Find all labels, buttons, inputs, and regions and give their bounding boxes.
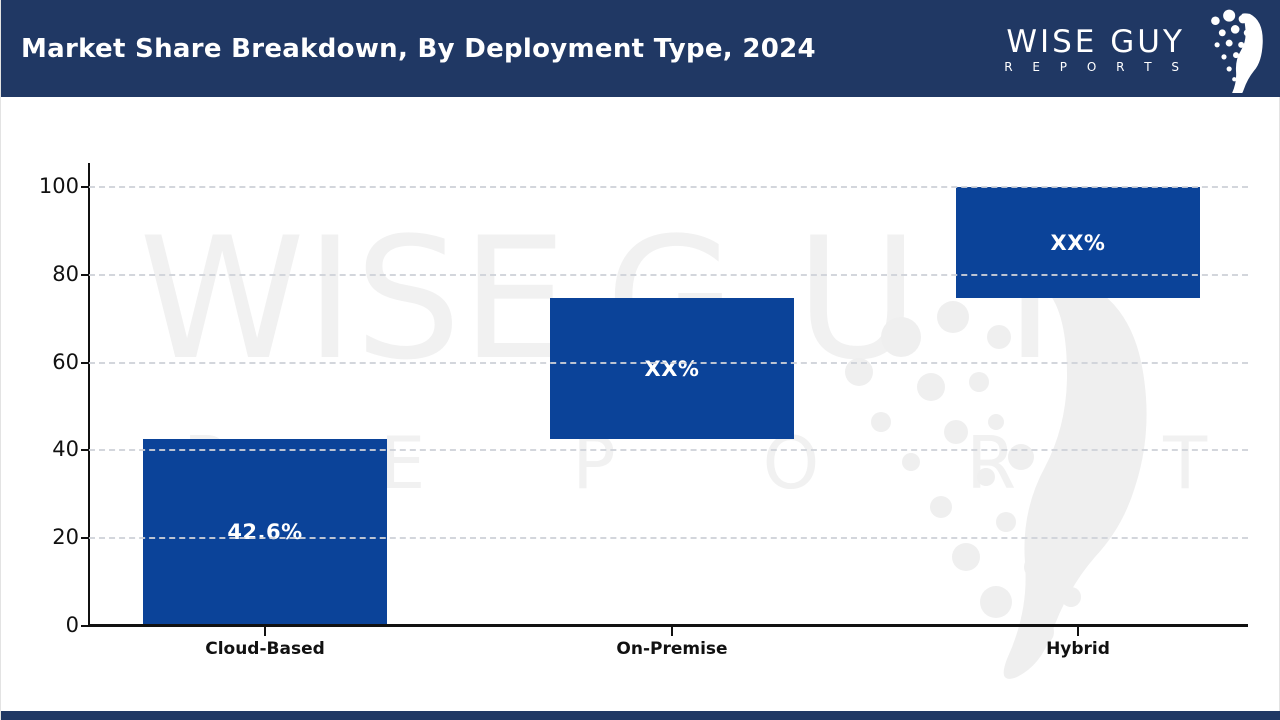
bar-value-label: XX% xyxy=(644,356,700,381)
y-tick-label-20: 20 xyxy=(52,525,79,550)
x-tick-hybrid xyxy=(1077,627,1079,636)
y-tick-label-80: 80 xyxy=(52,261,79,286)
gridline-100 xyxy=(89,186,1248,188)
y-tick-80 xyxy=(81,273,89,276)
logo-wordmark: WISE GUY xyxy=(1006,23,1185,60)
header-bar: Market Share Breakdown, By Deployment Ty… xyxy=(1,0,1280,97)
bar-hybrid: XX% xyxy=(956,187,1200,299)
chart-title: Market Share Breakdown, By Deployment Ty… xyxy=(21,33,816,64)
wiseguy-head-icon xyxy=(1211,9,1263,93)
y-tick-label-60: 60 xyxy=(52,349,79,374)
wiseguy-logo: WISE GUY R E P O R T S xyxy=(1004,6,1267,94)
x-axis-line xyxy=(88,624,1248,627)
y-tick-20 xyxy=(81,537,89,540)
y-tick-100 xyxy=(81,186,89,188)
logo-reports-text: R E P O R T S xyxy=(1004,60,1187,75)
bar-cloud-based: 42.6% xyxy=(143,438,387,626)
x-tick-on-premise xyxy=(671,627,673,636)
gridline-60 xyxy=(89,361,1248,364)
footer-bar xyxy=(1,711,1280,720)
bar-value-label: 42.6% xyxy=(227,520,303,545)
y-tick-60 xyxy=(81,361,89,364)
wiseguy-logo-text: WISE GUY R E P O R T S xyxy=(1004,26,1187,75)
y-tick-label-100: 100 xyxy=(38,174,79,198)
gridline-80 xyxy=(89,273,1248,276)
bar-value-label: XX% xyxy=(1050,230,1106,255)
x-label-cloud-based: Cloud-Based xyxy=(205,639,325,659)
x-label-hybrid: Hybrid xyxy=(1046,639,1110,659)
bar-on-premise: XX% xyxy=(550,298,794,439)
y-tick-0 xyxy=(81,625,89,627)
y-axis-spine xyxy=(88,163,90,626)
gridline-40 xyxy=(89,449,1248,452)
y-tick-label-40: 40 xyxy=(52,437,79,462)
y-tick-label-0: 0 xyxy=(65,613,79,637)
y-tick-40 xyxy=(81,449,89,452)
x-tick-cloud-based xyxy=(264,627,266,636)
gridline-20 xyxy=(89,537,1248,540)
x-label-on-premise: On-Premise xyxy=(616,639,728,659)
